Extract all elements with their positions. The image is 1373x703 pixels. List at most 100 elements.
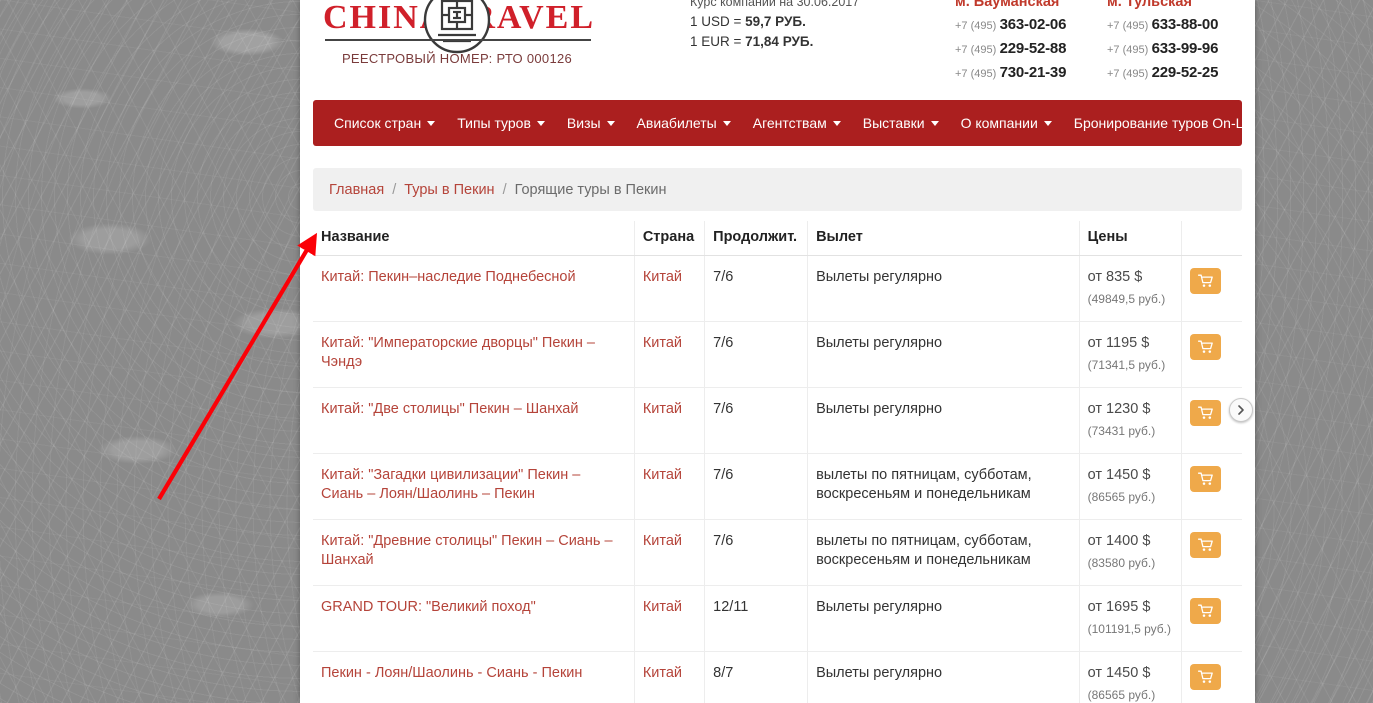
cell-duration: 7/6 — [704, 321, 809, 388]
tour-link[interactable]: Пекин - Лоян/Шаолинь - Сиань - Пекин — [321, 665, 583, 681]
breadcrumb-item-3: Горящие туры в Пекин — [514, 181, 667, 198]
price-usd: от 1230 $ — [1087, 401, 1151, 417]
add-to-cart-button[interactable] — [1190, 334, 1221, 360]
tour-link[interactable]: Китай: "Древние столицы" Пекин – Сиань –… — [321, 533, 613, 568]
nav-item-label: Выставки — [862, 115, 925, 131]
cell-departure: Вылеты регулярно — [807, 585, 1080, 652]
cell-country: Китай — [634, 321, 706, 388]
phone-line[interactable]: +7 (495) 229-52-88 — [955, 40, 1085, 57]
table-row: Китай: "Загадки цивилизации" Пекин – Сиа… — [313, 453, 1242, 520]
cell-duration: 7/6 — [704, 519, 809, 586]
cell-price: от 1230 $ (73431 руб.) — [1079, 387, 1183, 454]
table-row: Китай: "Древние столицы" Пекин – Сиань –… — [313, 519, 1242, 586]
site-logo[interactable]: T O U R O P E R A T O R CHINA TRAVEL — [317, 0, 597, 66]
phone-number: 730-21-39 — [999, 64, 1067, 81]
shopping-cart-icon — [1197, 670, 1213, 683]
tour-link[interactable]: Китай: "Две столицы" Пекин – Шанхай — [321, 401, 579, 417]
nav-item-2[interactable]: Типы туров — [448, 109, 554, 137]
nav-item-label: О компании — [960, 115, 1038, 131]
price-rub: (86565 руб.) — [1087, 688, 1156, 702]
add-to-cart-button[interactable] — [1190, 664, 1221, 690]
phone-area-code: +7 (495) — [1107, 44, 1149, 56]
rate-usd-label: 1 USD = — [690, 14, 746, 29]
add-to-cart-button[interactable] — [1190, 268, 1221, 294]
add-to-cart-button[interactable] — [1190, 532, 1221, 558]
cell-tour-name: Китай: "Загадки цивилизации" Пекин – Сиа… — [313, 453, 635, 520]
cell-price: от 835 $ (49849,5 руб.) — [1079, 255, 1183, 322]
phone-line[interactable]: +7 (495) 633-99-96 — [1107, 40, 1237, 57]
phone-number: 229-52-88 — [999, 40, 1067, 57]
breadcrumb-separator: / — [502, 181, 507, 198]
tour-link[interactable]: Китай: "Императорские дворцы" Пекин – Чэ… — [321, 335, 595, 370]
nav-item-6[interactable]: Выставки — [854, 109, 948, 137]
column-header-country[interactable]: Страна — [634, 221, 706, 256]
nav-item-1[interactable]: Список стран — [325, 109, 444, 137]
chevron-down-icon — [930, 120, 939, 126]
phone-column-tulskaya: м. Тульская +7 (495) 633-88-00 +7 (495) … — [1107, 0, 1237, 88]
price-usd: от 835 $ — [1087, 269, 1143, 285]
add-to-cart-button[interactable] — [1190, 400, 1221, 426]
nav-item-label: Агентствам — [752, 115, 827, 131]
column-header-buy — [1181, 221, 1242, 256]
country-label: Китай — [642, 665, 683, 681]
price-rub: (73431 руб.) — [1087, 424, 1156, 438]
phone-line[interactable]: +7 (495) 730-21-39 — [955, 64, 1085, 81]
phone-line[interactable]: +7 (495) 229-52-25 — [1107, 64, 1237, 81]
table-row: GRAND TOUR: "Великий поход" Китай 12/11 Выл… — [313, 585, 1242, 652]
side-panel-toggle-button[interactable] — [1229, 398, 1253, 422]
country-label: Китай — [642, 269, 683, 285]
nav-item-7[interactable]: О компании — [952, 109, 1061, 137]
country-label: Китай — [642, 599, 683, 615]
breadcrumb-item-1[interactable]: Главная — [329, 181, 385, 198]
cell-country: Китай — [634, 387, 706, 454]
add-to-cart-button[interactable] — [1190, 466, 1221, 492]
cell-price: от 1400 $ (83580 руб.) — [1079, 519, 1183, 586]
cell-country: Китай — [634, 453, 706, 520]
tour-link[interactable]: Китай: "Загадки цивилизации" Пекин – Сиа… — [321, 467, 581, 502]
tours-table-body: Китай: Пекин–наследие Поднебесной Китай 7/… — [313, 255, 1242, 703]
chevron-down-icon — [536, 120, 545, 126]
cell-tour-name: Китай: "Древние столицы" Пекин – Сиань –… — [313, 519, 635, 586]
cell-buy — [1181, 387, 1242, 454]
tour-link[interactable]: Китай: Пекин–наследие Поднебесной — [321, 269, 576, 285]
phone-area-code: +7 (495) — [955, 20, 997, 32]
column-header-departure[interactable]: Вылет — [807, 221, 1080, 256]
rate-eur-value: 71,84 РУБ. — [745, 34, 814, 49]
phone-line[interactable]: +7 (495) 633-88-00 — [1107, 16, 1237, 33]
price-rub: (86565 руб.) — [1087, 490, 1156, 504]
column-header-duration[interactable]: Продолжит. — [704, 221, 809, 256]
add-to-cart-button[interactable] — [1190, 598, 1221, 624]
contact-phones: м. Бауманская +7 (495) 363-02-06 +7 (495… — [955, 0, 1237, 88]
table-row: Китай: Пекин–наследие Поднебесной Китай 7/… — [313, 255, 1242, 322]
cell-tour-name: Китай: Пекин–наследие Поднебесной — [313, 255, 635, 322]
cell-country: Китай — [634, 585, 706, 652]
chevron-down-icon — [832, 120, 841, 126]
logo-registry-number: РЕЕСТРОВЫЙ НОМЕР: РТО 000126 — [341, 51, 573, 66]
phone-number: 363-02-06 — [999, 16, 1067, 33]
country-label: Китай — [642, 401, 683, 417]
phone-number: 229-52-25 — [1151, 64, 1219, 81]
breadcrumb-item-2[interactable]: Туры в Пекин — [404, 181, 495, 198]
cell-price: от 1450 $ (86565 руб.) — [1079, 651, 1183, 703]
currency-rates: Курс компании на 30.06.2017 1 USD = 59,7… — [690, 0, 859, 52]
phone-area-code: +7 (495) — [1107, 20, 1149, 32]
cell-duration: 7/6 — [704, 453, 809, 520]
price-usd: от 1450 $ — [1087, 467, 1151, 483]
cell-country: Китай — [634, 255, 706, 322]
tour-link[interactable]: GRAND TOUR: "Великий поход" — [321, 599, 536, 615]
cell-departure: Вылеты регулярно — [807, 321, 1080, 388]
cell-buy — [1181, 519, 1242, 586]
cell-buy — [1181, 585, 1242, 652]
column-header-price[interactable]: Цены — [1079, 221, 1183, 256]
nav-item-3[interactable]: Визы — [558, 109, 624, 137]
nav-item-8[interactable]: Бронирование туров On-Line — [1065, 109, 1255, 137]
country-label: Китай — [642, 467, 683, 483]
price-usd: от 1195 $ — [1087, 335, 1150, 351]
nav-item-4[interactable]: Авиабилеты — [628, 109, 740, 137]
price-usd: от 1695 $ — [1087, 599, 1151, 615]
column-header-name[interactable]: Название — [313, 221, 635, 256]
phone-line[interactable]: +7 (495) 363-02-06 — [955, 16, 1085, 33]
nav-item-label: Типы туров — [457, 115, 531, 131]
nav-item-5[interactable]: Агентствам — [744, 109, 850, 137]
cell-departure: Вылеты регулярно — [807, 651, 1080, 703]
